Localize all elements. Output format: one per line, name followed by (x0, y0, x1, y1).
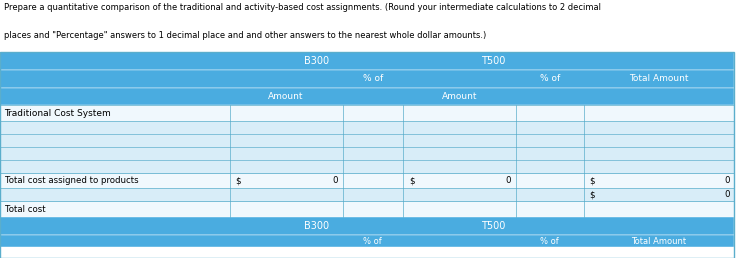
Text: $: $ (236, 176, 241, 185)
Text: Amount: Amount (268, 92, 304, 101)
Text: % of: % of (364, 237, 382, 246)
Bar (0, 121, 734, 134)
Text: T500: T500 (481, 55, 505, 66)
Text: $: $ (590, 190, 595, 199)
Text: $: $ (590, 176, 595, 185)
Text: B300: B300 (303, 55, 329, 66)
Text: % of: % of (363, 74, 383, 83)
Text: Amount: Amount (441, 92, 477, 101)
Text: Prepare a quantitative comparison of the traditional and activity-based cost ass: Prepare a quantitative comparison of the… (4, 3, 601, 12)
Text: $: $ (409, 176, 414, 185)
Bar (0, 106, 734, 121)
Bar (0, 173, 734, 188)
Text: % of: % of (540, 74, 559, 83)
Bar (0, 188, 734, 201)
Bar (0, 52, 734, 258)
Text: Total Amount: Total Amount (629, 74, 689, 83)
Text: 0: 0 (724, 190, 730, 199)
Text: T500: T500 (481, 221, 505, 231)
Text: 0: 0 (724, 176, 730, 185)
Text: % of: % of (541, 237, 559, 246)
Bar (0, 201, 734, 217)
Bar (0, 134, 734, 147)
Bar (0, 217, 734, 235)
Text: Total Amount: Total Amount (631, 237, 687, 246)
Text: 0: 0 (333, 176, 338, 185)
Text: places and "Percentage" answers to 1 decimal place and and other answers to the : places and "Percentage" answers to 1 dec… (4, 31, 486, 40)
Text: Total cost assigned to products: Total cost assigned to products (5, 176, 138, 185)
Bar (0, 87, 734, 106)
Text: Total cost: Total cost (5, 205, 45, 214)
Bar (0, 160, 734, 173)
Bar (0, 147, 734, 160)
Bar (0, 52, 734, 70)
Text: 0: 0 (506, 176, 511, 185)
Text: B300: B300 (303, 221, 329, 231)
Bar (0, 235, 734, 247)
Text: Traditional Cost System: Traditional Cost System (5, 109, 111, 118)
Bar (0, 70, 734, 87)
